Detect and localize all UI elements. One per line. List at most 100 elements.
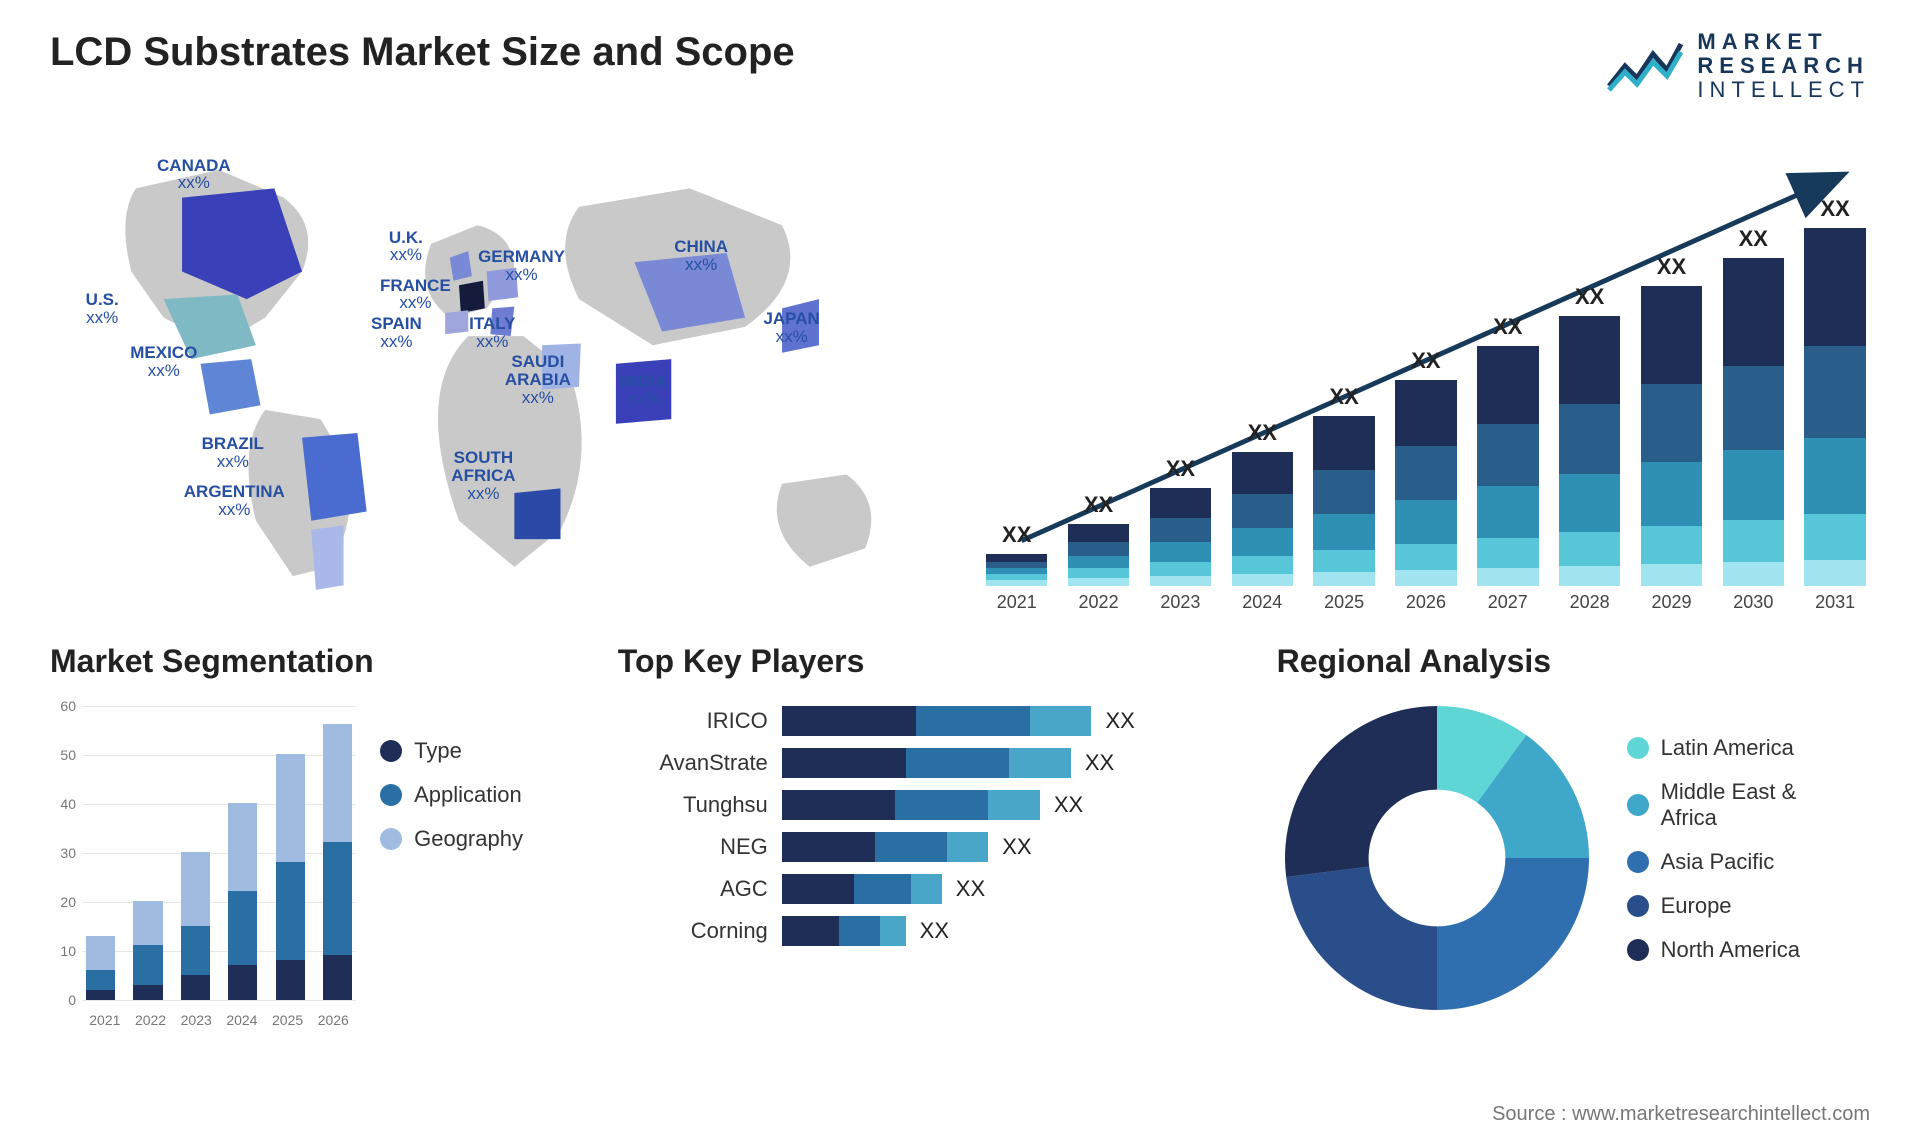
regional-title: Regional Analysis bbox=[1277, 643, 1870, 680]
bar-segment bbox=[86, 936, 115, 970]
key-player-bar bbox=[782, 832, 988, 862]
key-players-title: Top Key Players bbox=[618, 643, 1237, 680]
legend-label: Type bbox=[414, 738, 462, 764]
bar-segment bbox=[1068, 578, 1129, 586]
growth-bar: XX2026 bbox=[1391, 348, 1461, 613]
bar-segment bbox=[839, 916, 880, 946]
key-player-name: Tunghsu bbox=[618, 792, 768, 818]
bar-segment bbox=[276, 960, 305, 999]
bar-segment bbox=[1313, 514, 1374, 550]
bar-segment bbox=[880, 916, 906, 946]
growth-bar: XX2021 bbox=[982, 522, 1052, 613]
bar-segment bbox=[1313, 470, 1374, 514]
legend-item: Europe bbox=[1627, 893, 1870, 919]
key-player-bar bbox=[782, 916, 906, 946]
y-tick: 40 bbox=[60, 796, 76, 812]
growth-bar-value: XX bbox=[1329, 384, 1358, 410]
bar-segment bbox=[133, 945, 162, 984]
key-player-row: IRICO XX bbox=[618, 706, 1237, 736]
bar-segment bbox=[1232, 528, 1293, 556]
map-region-label: ITALYxx% bbox=[469, 315, 515, 351]
key-player-row: Corning XX bbox=[618, 916, 1237, 946]
bar-segment bbox=[1232, 494, 1293, 528]
bar-segment bbox=[1641, 526, 1702, 564]
bar-segment bbox=[782, 832, 875, 862]
map-region-label: MEXICOxx% bbox=[130, 344, 197, 380]
key-player-value: XX bbox=[1105, 708, 1134, 734]
bar-segment bbox=[986, 580, 1047, 586]
bar-segment bbox=[782, 874, 854, 904]
segmentation-bar bbox=[177, 852, 214, 999]
key-player-name: IRICO bbox=[618, 708, 768, 734]
growth-bar-year: 2030 bbox=[1733, 592, 1773, 613]
legend-item: North America bbox=[1627, 937, 1870, 963]
bar-segment bbox=[1723, 520, 1784, 562]
page-title: LCD Substrates Market Size and Scope bbox=[50, 30, 795, 75]
bar-segment bbox=[782, 790, 896, 820]
key-player-row: AGCXX bbox=[618, 874, 1237, 904]
logo-icon bbox=[1605, 34, 1685, 99]
growth-bar-year: 2029 bbox=[1651, 592, 1691, 613]
bar-segment bbox=[1150, 488, 1211, 518]
bar-segment bbox=[1723, 450, 1784, 520]
bar-segment bbox=[1477, 568, 1538, 586]
bar-segment bbox=[1477, 486, 1538, 538]
bar-segment bbox=[1313, 572, 1374, 586]
bar-segment bbox=[1150, 562, 1211, 576]
x-tick: 2026 bbox=[310, 1012, 356, 1028]
bar-segment bbox=[1150, 542, 1211, 562]
x-tick: 2024 bbox=[219, 1012, 265, 1028]
map-region-label: CHINAxx% bbox=[674, 238, 728, 274]
bar-segment bbox=[1232, 452, 1293, 494]
growth-bar: XX2028 bbox=[1555, 284, 1625, 613]
key-player-name: Corning bbox=[618, 918, 768, 944]
segmentation-legend: Type Application Geography bbox=[380, 698, 578, 1028]
bar-segment bbox=[854, 874, 911, 904]
bar-segment bbox=[1641, 384, 1702, 462]
legend-label: Asia Pacific bbox=[1661, 849, 1775, 875]
source-attribution: Source : www.marketresearchintellect.com bbox=[1492, 1103, 1870, 1126]
bar-segment bbox=[782, 706, 916, 736]
donut-slice bbox=[1437, 858, 1589, 1010]
bar-segment bbox=[1395, 570, 1456, 586]
x-tick: 2023 bbox=[173, 1012, 219, 1028]
bar-segment bbox=[875, 832, 947, 862]
key-player-value: XX bbox=[920, 918, 949, 944]
segmentation-bar bbox=[82, 936, 119, 1000]
growth-bar-year: 2031 bbox=[1815, 592, 1855, 613]
bar-segment bbox=[1477, 346, 1538, 424]
legend-item: Asia Pacific bbox=[1627, 849, 1870, 875]
bar-segment bbox=[181, 926, 210, 975]
legend-item: Geography bbox=[380, 826, 578, 852]
bar-segment bbox=[1395, 380, 1456, 446]
x-tick: 2021 bbox=[82, 1012, 128, 1028]
key-player-value: XX bbox=[956, 876, 985, 902]
bar-segment bbox=[1559, 316, 1620, 404]
legend-swatch bbox=[1627, 851, 1649, 873]
bar-segment bbox=[1477, 538, 1538, 568]
y-tick: 50 bbox=[60, 747, 76, 763]
bar-segment bbox=[1477, 424, 1538, 486]
key-player-bar bbox=[782, 874, 942, 904]
bar-segment bbox=[1150, 576, 1211, 586]
logo-line-1: MARKET bbox=[1697, 29, 1827, 54]
bar-segment bbox=[906, 748, 1009, 778]
growth-bar-value: XX bbox=[1002, 522, 1031, 548]
bar-segment bbox=[782, 916, 839, 946]
legend-item: Latin America bbox=[1627, 735, 1870, 761]
map-region-label: BRAZILxx% bbox=[202, 435, 264, 471]
regional-donut bbox=[1277, 698, 1597, 1018]
bar-segment bbox=[323, 842, 352, 955]
bar-segment bbox=[1559, 566, 1620, 586]
map-region-label: ARGENTINAxx% bbox=[184, 483, 285, 519]
growth-bar-year: 2024 bbox=[1242, 592, 1282, 613]
legend-label: Latin America bbox=[1661, 735, 1794, 761]
segmentation-bar bbox=[319, 724, 356, 999]
legend-label: Application bbox=[414, 782, 522, 808]
growth-bar-year: 2022 bbox=[1079, 592, 1119, 613]
key-players-chart: IRICOXXAvanStrateXXTunghsuXXNEGXXAGCXXCo… bbox=[618, 698, 1237, 946]
key-player-bar bbox=[782, 790, 1040, 820]
legend-item: Application bbox=[380, 782, 578, 808]
bar-segment bbox=[986, 554, 1047, 562]
growth-bar-year: 2023 bbox=[1160, 592, 1200, 613]
